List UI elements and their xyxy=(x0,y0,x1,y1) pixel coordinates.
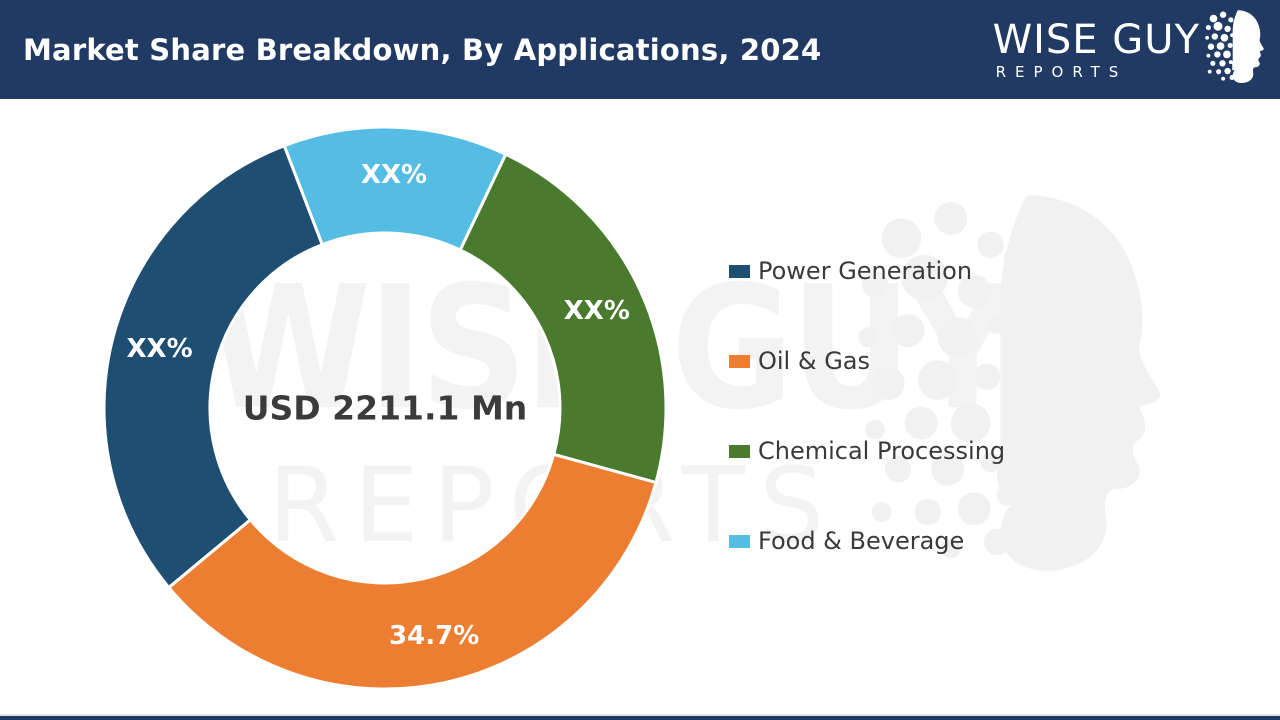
header-bar: Market Share Breakdown, By Applications,… xyxy=(0,0,1280,99)
legend-item-food-beverage: Food & Beverage xyxy=(729,527,964,555)
bottom-divider xyxy=(0,714,1280,716)
legend-swatch-icon xyxy=(729,264,750,278)
legend-label: Chemical Processing xyxy=(758,437,1006,465)
segment-value-label: XX% xyxy=(564,296,630,326)
bottom-bar xyxy=(0,716,1280,720)
logo-face-icon xyxy=(1202,6,1266,90)
legend-label: Food & Beverage xyxy=(758,527,965,555)
legend-swatch-icon xyxy=(729,534,750,548)
segment-value-label: XX% xyxy=(126,334,192,364)
donut-chart: XX% 34.7% XX% XX% xyxy=(102,125,668,691)
donut-center-value: USD 2211.1 Mn xyxy=(242,388,528,428)
legend-label: Oil & Gas xyxy=(758,347,871,375)
brand-logo: WISE GUY REPORTS xyxy=(993,6,1266,90)
brand-name: WISE GUY xyxy=(992,17,1200,63)
legend-item-chemical-processing: Chemical Processing xyxy=(729,437,1005,465)
brand-logo-text: WISE GUY REPORTS xyxy=(993,20,1200,81)
donut-segment-2 xyxy=(458,152,668,484)
watermark-face-icon xyxy=(842,175,1172,605)
donut-segment-0 xyxy=(102,144,324,590)
donut-segment-1 xyxy=(167,452,658,691)
legend-swatch-icon xyxy=(729,444,750,458)
segment-value-label: 34.7% xyxy=(389,621,479,651)
legend-label: Power Generation xyxy=(758,257,973,285)
legend-swatch-icon xyxy=(729,354,750,368)
page-title: Market Share Breakdown, By Applications,… xyxy=(23,32,822,67)
donut-segment-3 xyxy=(282,125,508,252)
brand-subname: REPORTS xyxy=(995,63,1128,81)
legend-item-power-generation: Power Generation xyxy=(729,257,972,285)
segment-value-label: XX% xyxy=(361,160,427,190)
legend-item-oil-gas: Oil & Gas xyxy=(729,347,870,375)
